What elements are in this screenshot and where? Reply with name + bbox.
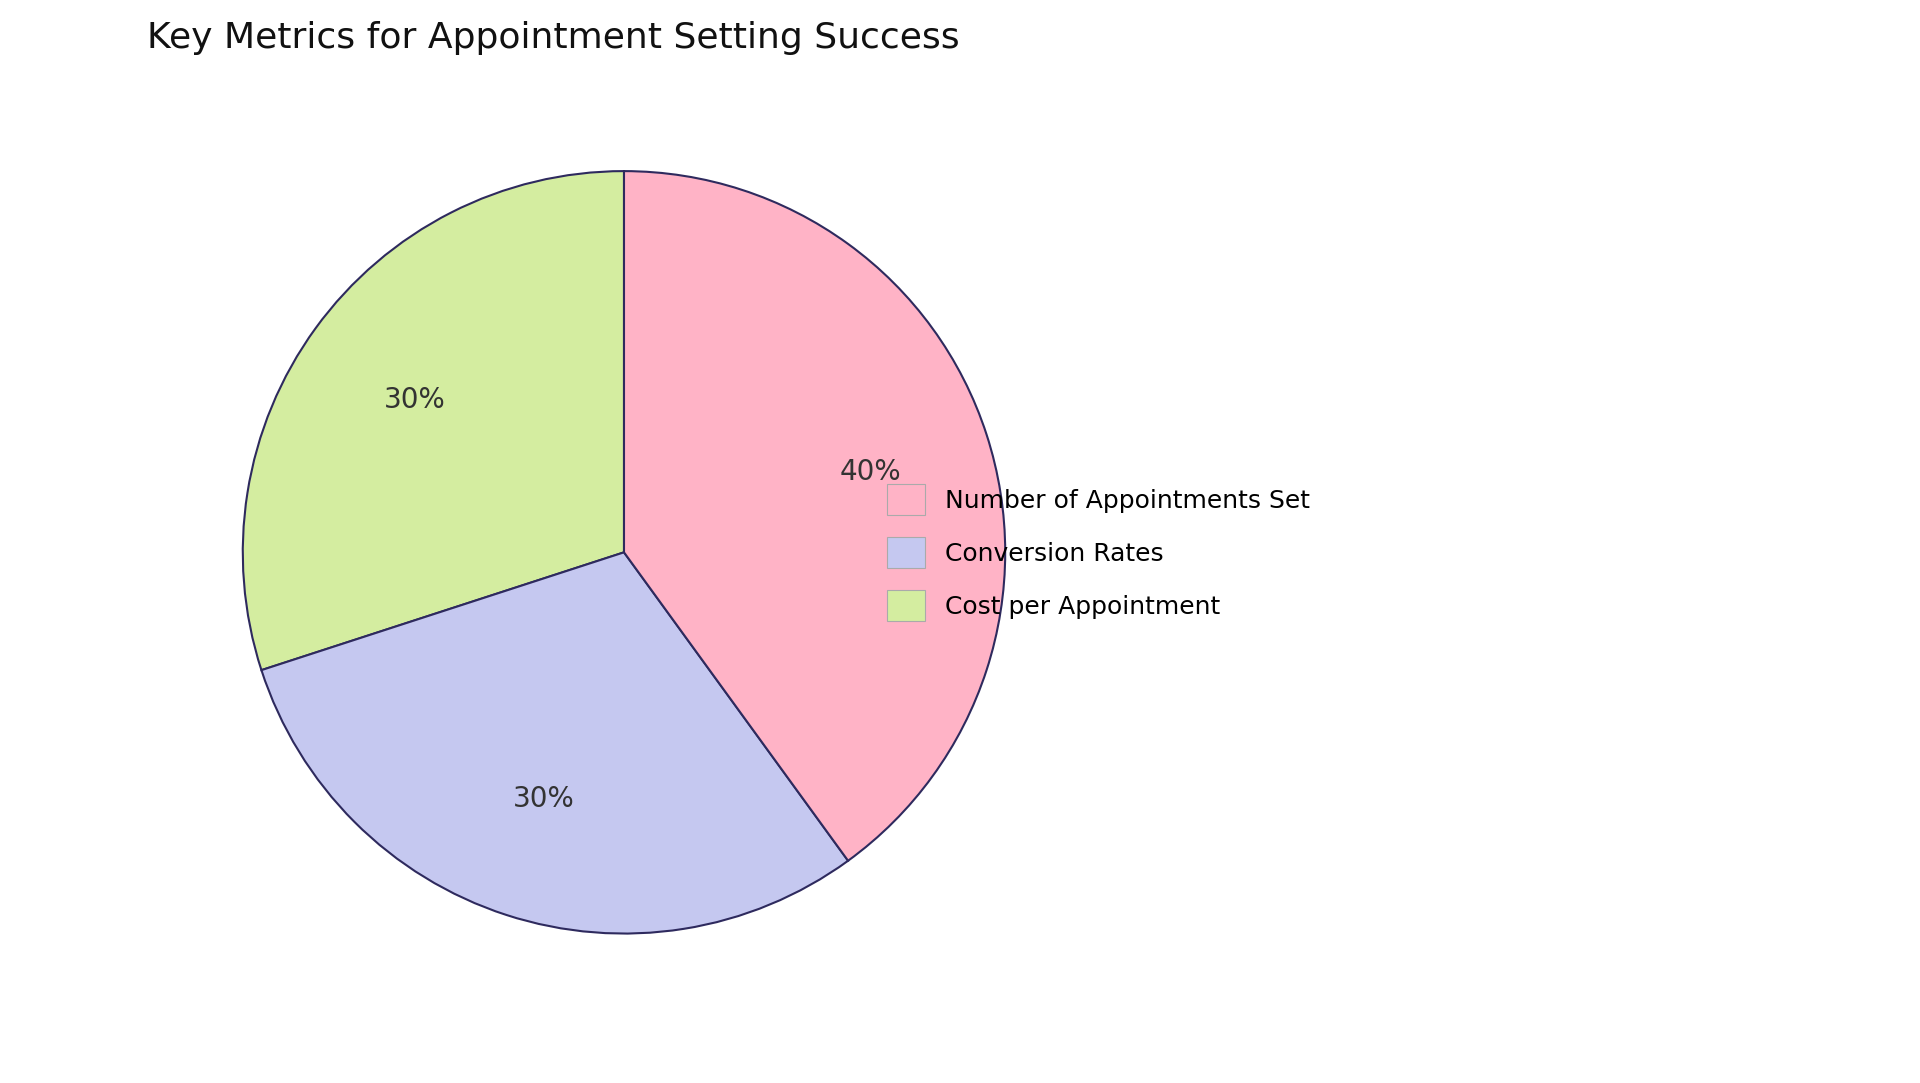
Text: 40%: 40% xyxy=(839,458,900,486)
Wedge shape xyxy=(624,171,1006,861)
Wedge shape xyxy=(242,171,624,670)
Text: 30%: 30% xyxy=(384,386,445,414)
Wedge shape xyxy=(261,552,849,934)
Text: Key Metrics for Appointment Setting Success: Key Metrics for Appointment Setting Succ… xyxy=(148,21,960,55)
Legend: Number of Appointments Set, Conversion Rates, Cost per Appointment: Number of Appointments Set, Conversion R… xyxy=(876,471,1323,634)
Text: 30%: 30% xyxy=(513,785,574,813)
